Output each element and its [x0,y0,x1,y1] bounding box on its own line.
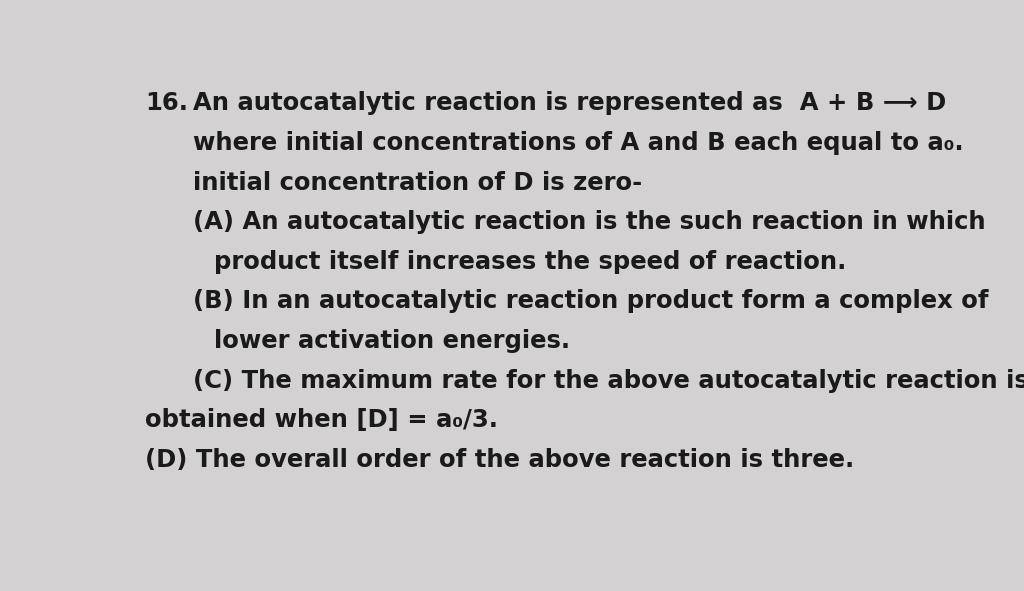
Text: (C) The maximum rate for the above autocatalytic reaction is: (C) The maximum rate for the above autoc… [194,369,1024,392]
Text: obtained when [D] = a₀/3.: obtained when [D] = a₀/3. [145,408,499,432]
Text: 16.: 16. [145,92,188,115]
Text: (A) An autocatalytic reaction is the such reaction in which: (A) An autocatalytic reaction is the suc… [194,210,986,234]
Text: (B) In an autocatalytic reaction product form a complex of: (B) In an autocatalytic reaction product… [194,290,988,313]
Text: where initial concentrations of A and B each equal to a₀.: where initial concentrations of A and B … [194,131,964,155]
Text: lower activation energies.: lower activation energies. [214,329,569,353]
Text: product itself increases the speed of reaction.: product itself increases the speed of re… [214,250,846,274]
Text: An autocatalytic reaction is represented as  A + B ⟶ D: An autocatalytic reaction is represented… [194,92,946,115]
Text: (D) The overall order of the above reaction is three.: (D) The overall order of the above react… [145,448,855,472]
Text: initial concentration of D is zero-: initial concentration of D is zero- [194,171,642,194]
